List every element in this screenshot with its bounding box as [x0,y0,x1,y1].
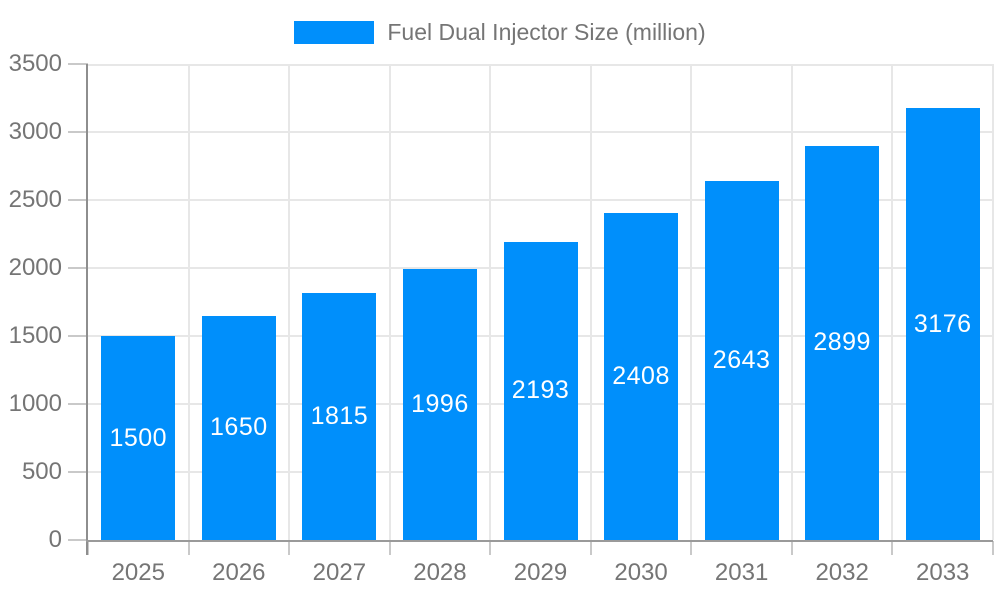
bar[interactable]: 2408 [604,212,679,540]
bar-value-label: 1650 [210,413,268,442]
x-axis-tick-label: 2025 [111,559,165,586]
x-axis-tick-label: 2029 [513,559,568,586]
x-axis-tick-label: 2031 [714,559,769,586]
x-axis-tick-label: 2028 [413,559,467,586]
x-gridline [589,64,592,540]
x-axis-tick-label: 2027 [312,559,367,586]
bar-value-label: 2408 [612,361,670,390]
y-axis-tick [68,539,88,541]
y-gridline [88,131,993,133]
x-gridline [388,64,391,540]
bar-value-label: 2899 [813,328,871,357]
bar-value-label: 1500 [109,423,168,452]
x-gridline [690,64,693,540]
x-gridline [891,64,894,540]
x-axis-line [86,540,993,542]
x-axis-tick [187,541,190,555]
bar[interactable]: 2643 [704,180,779,540]
x-axis-tick [690,541,693,555]
x-axis-tick-label: 2032 [815,559,869,586]
y-axis-tick-label: 500 [21,458,62,485]
bar[interactable]: 2193 [503,241,578,540]
y-axis-tick [68,63,88,65]
y-axis-tick [68,403,88,405]
bar-value-label: 2643 [712,345,771,374]
bar[interactable]: 1996 [402,268,477,540]
y-axis-tick-label: 0 [48,526,62,553]
x-axis-tick-label: 2026 [212,559,266,586]
y-axis-line [86,64,88,555]
x-axis-tick [790,541,793,555]
y-gridline [88,199,993,201]
bar-value-label: 3176 [913,309,972,338]
x-axis-tick [288,541,291,555]
y-axis-tick-label: 3000 [8,118,62,145]
x-gridline [187,64,190,540]
y-axis-tick [68,131,88,133]
bar[interactable]: 1815 [302,293,377,540]
y-axis-tick-label: 3500 [8,50,62,77]
x-axis-tick [388,541,391,555]
y-gridline [88,64,993,66]
bar[interactable]: 1650 [201,315,276,540]
y-axis-tick-label: 2500 [8,186,62,213]
bar-value-label: 1996 [411,389,469,418]
x-gridline [489,64,492,540]
y-axis-tick [68,267,88,269]
bar-value-label: 2193 [511,376,570,405]
x-axis-tick [489,541,492,555]
y-axis-tick-label: 2000 [8,254,62,281]
x-axis-tick [992,541,994,555]
x-gridline [288,64,291,540]
y-axis-tick [68,335,88,337]
x-axis-tick-label: 2033 [916,559,970,586]
x-axis-tick [87,541,89,555]
x-gridline [790,64,793,540]
legend[interactable]: Fuel Dual Injector Size (million) [0,18,1000,46]
y-axis-tick-label: 1500 [8,322,62,349]
legend-swatch [294,20,375,44]
x-axis-tick-label: 2030 [614,559,668,586]
bar[interactable]: 3176 [905,108,980,540]
y-axis-tick-label: 1000 [8,390,62,417]
bar[interactable]: 2899 [805,145,880,540]
x-axis-tick [589,541,592,555]
bar[interactable]: 1500 [101,336,176,540]
bar-value-label: 1815 [310,402,369,431]
y-axis-tick [68,471,88,473]
y-axis-tick [68,199,88,201]
x-axis-tick [891,541,894,555]
x-gridline [992,64,994,540]
legend-label: Fuel Dual Injector Size (million) [387,18,706,45]
